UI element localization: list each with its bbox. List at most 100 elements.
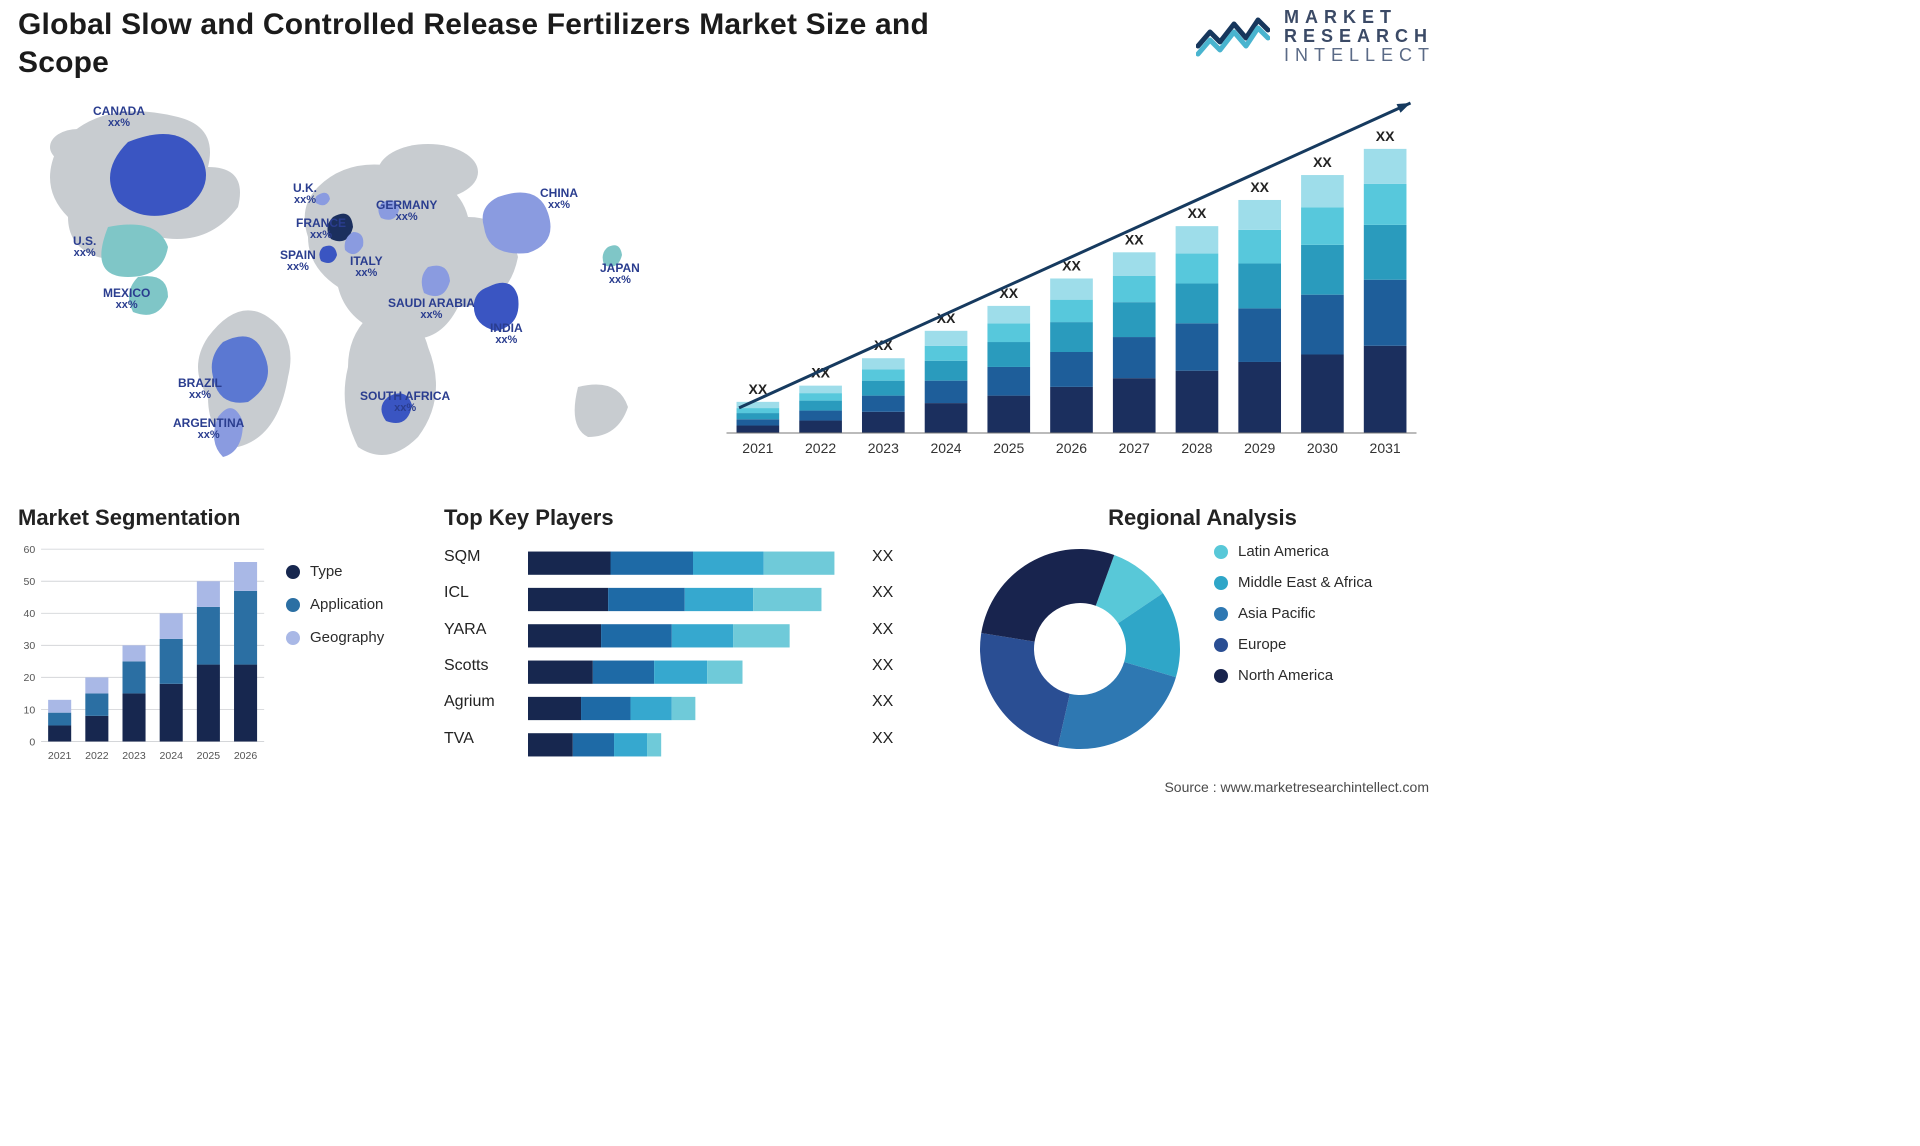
player-label: TVA: [444, 721, 514, 757]
world-map: CANADAxx%U.S.xx%MEXICOxx%BRAZILxx%ARGENT…: [18, 87, 668, 487]
legend-label: Asia Pacific: [1238, 605, 1316, 622]
svg-text:2029: 2029: [1244, 440, 1275, 456]
svg-text:10: 10: [24, 704, 36, 716]
segmentation-title: Market Segmentation: [18, 505, 418, 531]
svg-text:2022: 2022: [85, 750, 109, 762]
regional-title: Regional Analysis: [970, 505, 1435, 531]
svg-text:XX: XX: [1376, 128, 1395, 144]
page: Global Slow and Controlled Release Ferti…: [0, 0, 1453, 801]
legend-item: Type: [286, 563, 384, 580]
map-label: MEXICOxx%: [103, 287, 150, 311]
brand-line-3: INTELLECT: [1284, 46, 1435, 65]
map-label: SPAINxx%: [280, 249, 316, 273]
legend-swatch: [286, 631, 300, 645]
legend-label: Type: [310, 563, 343, 580]
segmentation-chart-svg: 0102030405060202120222023202420252026: [18, 539, 268, 769]
legend-label: North America: [1238, 667, 1333, 684]
svg-text:XX: XX: [1125, 231, 1144, 247]
player-label: SQM: [444, 539, 514, 575]
growth-chart-svg: XXXXXXXXXXXXXXXXXXXXXX 20212022202320242…: [698, 87, 1435, 467]
svg-text:2021: 2021: [742, 440, 773, 456]
map-label: INDIAxx%: [490, 322, 523, 346]
svg-text:50: 50: [24, 576, 36, 588]
map-label: SOUTH AFRICAxx%: [360, 390, 450, 414]
legend-swatch: [286, 565, 300, 579]
legend-item: Europe: [1214, 636, 1372, 653]
svg-text:30: 30: [24, 640, 36, 652]
regional-panel: Regional Analysis Latin America Middle Ea…: [970, 505, 1435, 769]
svg-text:2030: 2030: [1307, 440, 1338, 456]
svg-text:2022: 2022: [805, 440, 836, 456]
players-labels: SQMICLYARAScottsAgriumTVA: [444, 539, 514, 769]
player-value: XX: [872, 684, 893, 720]
svg-text:2028: 2028: [1181, 440, 1212, 456]
svg-text:20: 20: [24, 672, 36, 684]
svg-text:XX: XX: [1313, 154, 1332, 170]
legend-swatch: [1214, 545, 1228, 559]
legend-item: Middle East & Africa: [1214, 574, 1372, 591]
players-panel: Top Key Players SQMICLYARAScottsAgriumTV…: [444, 505, 944, 769]
legend-item: Latin America: [1214, 543, 1372, 560]
player-label: Scotts: [444, 648, 514, 684]
svg-text:2025: 2025: [197, 750, 221, 762]
segmentation-panel: Market Segmentation 0 10 20 30 40 50 60 2021 202…: [18, 505, 418, 769]
brand-mark-icon: [1196, 12, 1270, 60]
growth-chart: XXXXXXXXXXXXXXXXXXXXXX 20212022202320242…: [698, 87, 1435, 487]
players-chart-svg: [528, 539, 858, 769]
header: Global Slow and Controlled Release Ferti…: [18, 6, 1435, 81]
legend-swatch: [1214, 638, 1228, 652]
map-label: BRAZILxx%: [178, 377, 222, 401]
legend-label: Europe: [1238, 636, 1286, 653]
legend-label: Latin America: [1238, 543, 1329, 560]
map-label: ITALYxx%: [350, 255, 383, 279]
players-title: Top Key Players: [444, 505, 944, 531]
legend-swatch: [286, 598, 300, 612]
legend-item: Asia Pacific: [1214, 605, 1372, 622]
player-value: XX: [872, 539, 893, 575]
bottom-row: Market Segmentation 0 10 20 30 40 50 60 2021 202…: [18, 505, 1435, 769]
svg-text:0: 0: [29, 736, 35, 748]
player-value: XX: [872, 575, 893, 611]
legend-item: Geography: [286, 629, 384, 646]
svg-text:XX: XX: [1250, 179, 1269, 195]
brand-logo: MARKET RESEARCH INTELLECT: [1196, 6, 1435, 65]
svg-text:40: 40: [24, 608, 36, 620]
svg-text:2027: 2027: [1119, 440, 1150, 456]
map-label: FRANCExx%: [296, 217, 346, 241]
svg-text:2031: 2031: [1370, 440, 1401, 456]
svg-text:2024: 2024: [159, 750, 183, 762]
regional-legend: Latin America Middle East & Africa Asia Pa…: [1214, 539, 1372, 684]
player-value: XX: [872, 612, 893, 648]
regional-donut-svg: [970, 539, 1190, 759]
legend-swatch: [1214, 669, 1228, 683]
map-label: JAPANxx%: [600, 262, 640, 286]
legend-label: Middle East & Africa: [1238, 574, 1372, 591]
source-attribution: Source : www.marketresearchintellect.com: [18, 779, 1435, 795]
player-label: YARA: [444, 612, 514, 648]
svg-text:60: 60: [24, 544, 36, 556]
legend-swatch: [1214, 576, 1228, 590]
svg-text:2026: 2026: [1056, 440, 1087, 456]
brand-line-1: MARKET: [1284, 8, 1435, 27]
map-label: CANADAxx%: [93, 105, 145, 129]
map-label: ARGENTINAxx%: [173, 417, 244, 441]
legend-swatch: [1214, 607, 1228, 621]
svg-text:2021: 2021: [48, 750, 72, 762]
svg-text:2025: 2025: [993, 440, 1024, 456]
svg-text:2024: 2024: [930, 440, 961, 456]
svg-text:2026: 2026: [234, 750, 258, 762]
map-label: U.K.xx%: [293, 182, 317, 206]
player-value: XX: [872, 721, 893, 757]
segmentation-legend: Type Application Geography: [286, 539, 384, 769]
legend-label: Application: [310, 596, 383, 613]
legend-item: North America: [1214, 667, 1372, 684]
players-values: XXXXXXXXXXXX: [872, 539, 893, 769]
svg-text:2023: 2023: [868, 440, 899, 456]
player-value: XX: [872, 648, 893, 684]
svg-text:XX: XX: [1188, 205, 1207, 221]
legend-label: Geography: [310, 629, 384, 646]
brand-text: MARKET RESEARCH INTELLECT: [1284, 8, 1435, 65]
map-label: SAUDI ARABIAxx%: [388, 297, 475, 321]
map-label: GERMANYxx%: [376, 199, 437, 223]
page-title: Global Slow and Controlled Release Ferti…: [18, 6, 998, 81]
